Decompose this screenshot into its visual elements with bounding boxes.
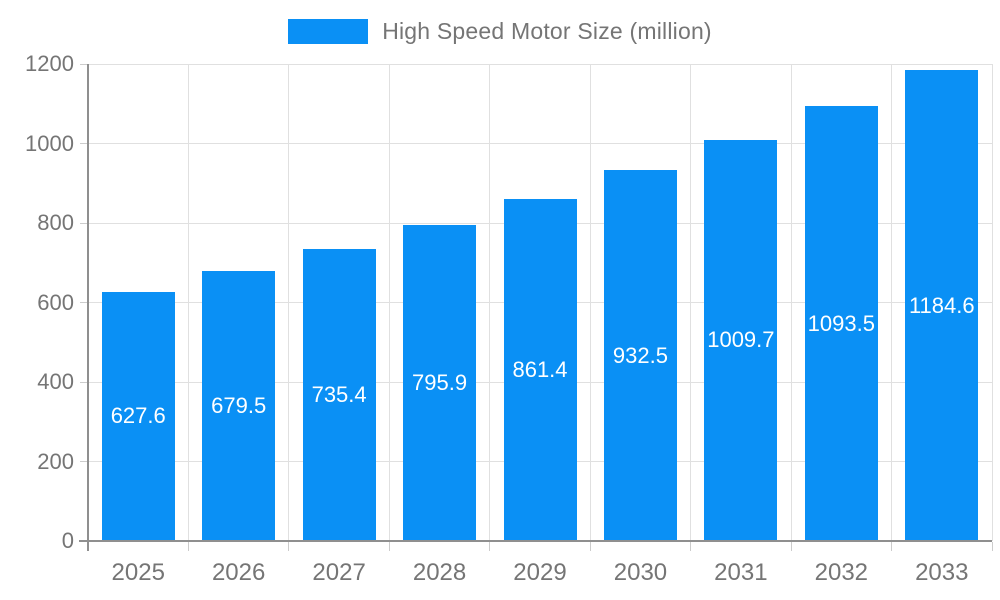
x-gridline [589, 64, 591, 541]
y-gridline [88, 63, 992, 65]
legend-label: High Speed Motor Size (million) [382, 18, 712, 44]
x-tick-label: 2028 [412, 559, 467, 586]
bar[interactable] [905, 70, 979, 540]
y-axis-line [87, 64, 89, 551]
y-tick [80, 461, 88, 462]
x-tick [690, 542, 692, 551]
bar[interactable] [603, 170, 677, 540]
y-tick-label: 0 [61, 528, 74, 553]
x-tick-label: 2031 [714, 559, 768, 586]
x-gridline [288, 64, 290, 541]
x-tick [589, 542, 591, 551]
y-tick-label: 400 [37, 369, 74, 394]
bar-value-label: 679.5 [211, 392, 267, 418]
y-tick-label: 200 [37, 448, 74, 474]
bar[interactable] [101, 291, 175, 540]
bar[interactable] [503, 198, 577, 540]
y-tick-label: 1200 [25, 51, 74, 76]
bar-value-label: 932.5 [612, 342, 668, 368]
y-tick [80, 143, 88, 144]
bar-value-label: 861.4 [512, 356, 568, 382]
bar-value-label: 1009.7 [707, 327, 775, 353]
x-gridline [489, 64, 491, 541]
x-axis-line [79, 540, 992, 542]
y-tick [80, 63, 88, 65]
bar-value-label: 795.9 [412, 369, 468, 395]
bar[interactable] [804, 106, 878, 540]
y-gridline [88, 143, 992, 144]
x-tick [991, 542, 993, 551]
bar[interactable] [704, 139, 778, 540]
x-gridline [690, 64, 692, 541]
bar[interactable] [302, 248, 376, 540]
bar[interactable] [403, 224, 477, 540]
x-gridline [388, 64, 390, 541]
bar-value-label: 1184.6 [908, 292, 975, 318]
bar-value-label: 735.4 [311, 381, 367, 407]
x-tick-label: 2032 [814, 559, 869, 586]
x-tick [489, 542, 491, 551]
y-tick-label: 800 [37, 210, 74, 235]
bar[interactable] [202, 270, 276, 540]
x-tick [388, 542, 390, 551]
y-tick-label: 1000 [25, 130, 74, 156]
x-tick-label: 2033 [915, 559, 969, 586]
legend-item[interactable]: High Speed Motor Size (million) [0, 18, 1000, 45]
x-tick-label: 2029 [513, 559, 567, 586]
y-tick [80, 222, 88, 224]
x-tick [891, 542, 893, 551]
x-gridline [991, 64, 993, 541]
bar-value-label: 1093.5 [807, 310, 875, 336]
x-tick-label: 2030 [613, 559, 668, 586]
y-tick [80, 381, 88, 383]
x-tick-label: 2026 [211, 559, 266, 586]
x-gridline [790, 64, 792, 541]
y-tick [80, 302, 88, 303]
bar-value-label: 627.6 [110, 403, 166, 429]
x-gridline [891, 64, 893, 541]
x-tick-label: 2025 [111, 559, 165, 586]
x-tick [288, 542, 290, 551]
x-tick [790, 542, 792, 551]
legend-swatch [288, 19, 369, 44]
x-tick [187, 542, 189, 551]
y-tick-label: 600 [37, 289, 74, 315]
x-tick-label: 2027 [312, 559, 366, 586]
x-gridline [187, 64, 189, 541]
